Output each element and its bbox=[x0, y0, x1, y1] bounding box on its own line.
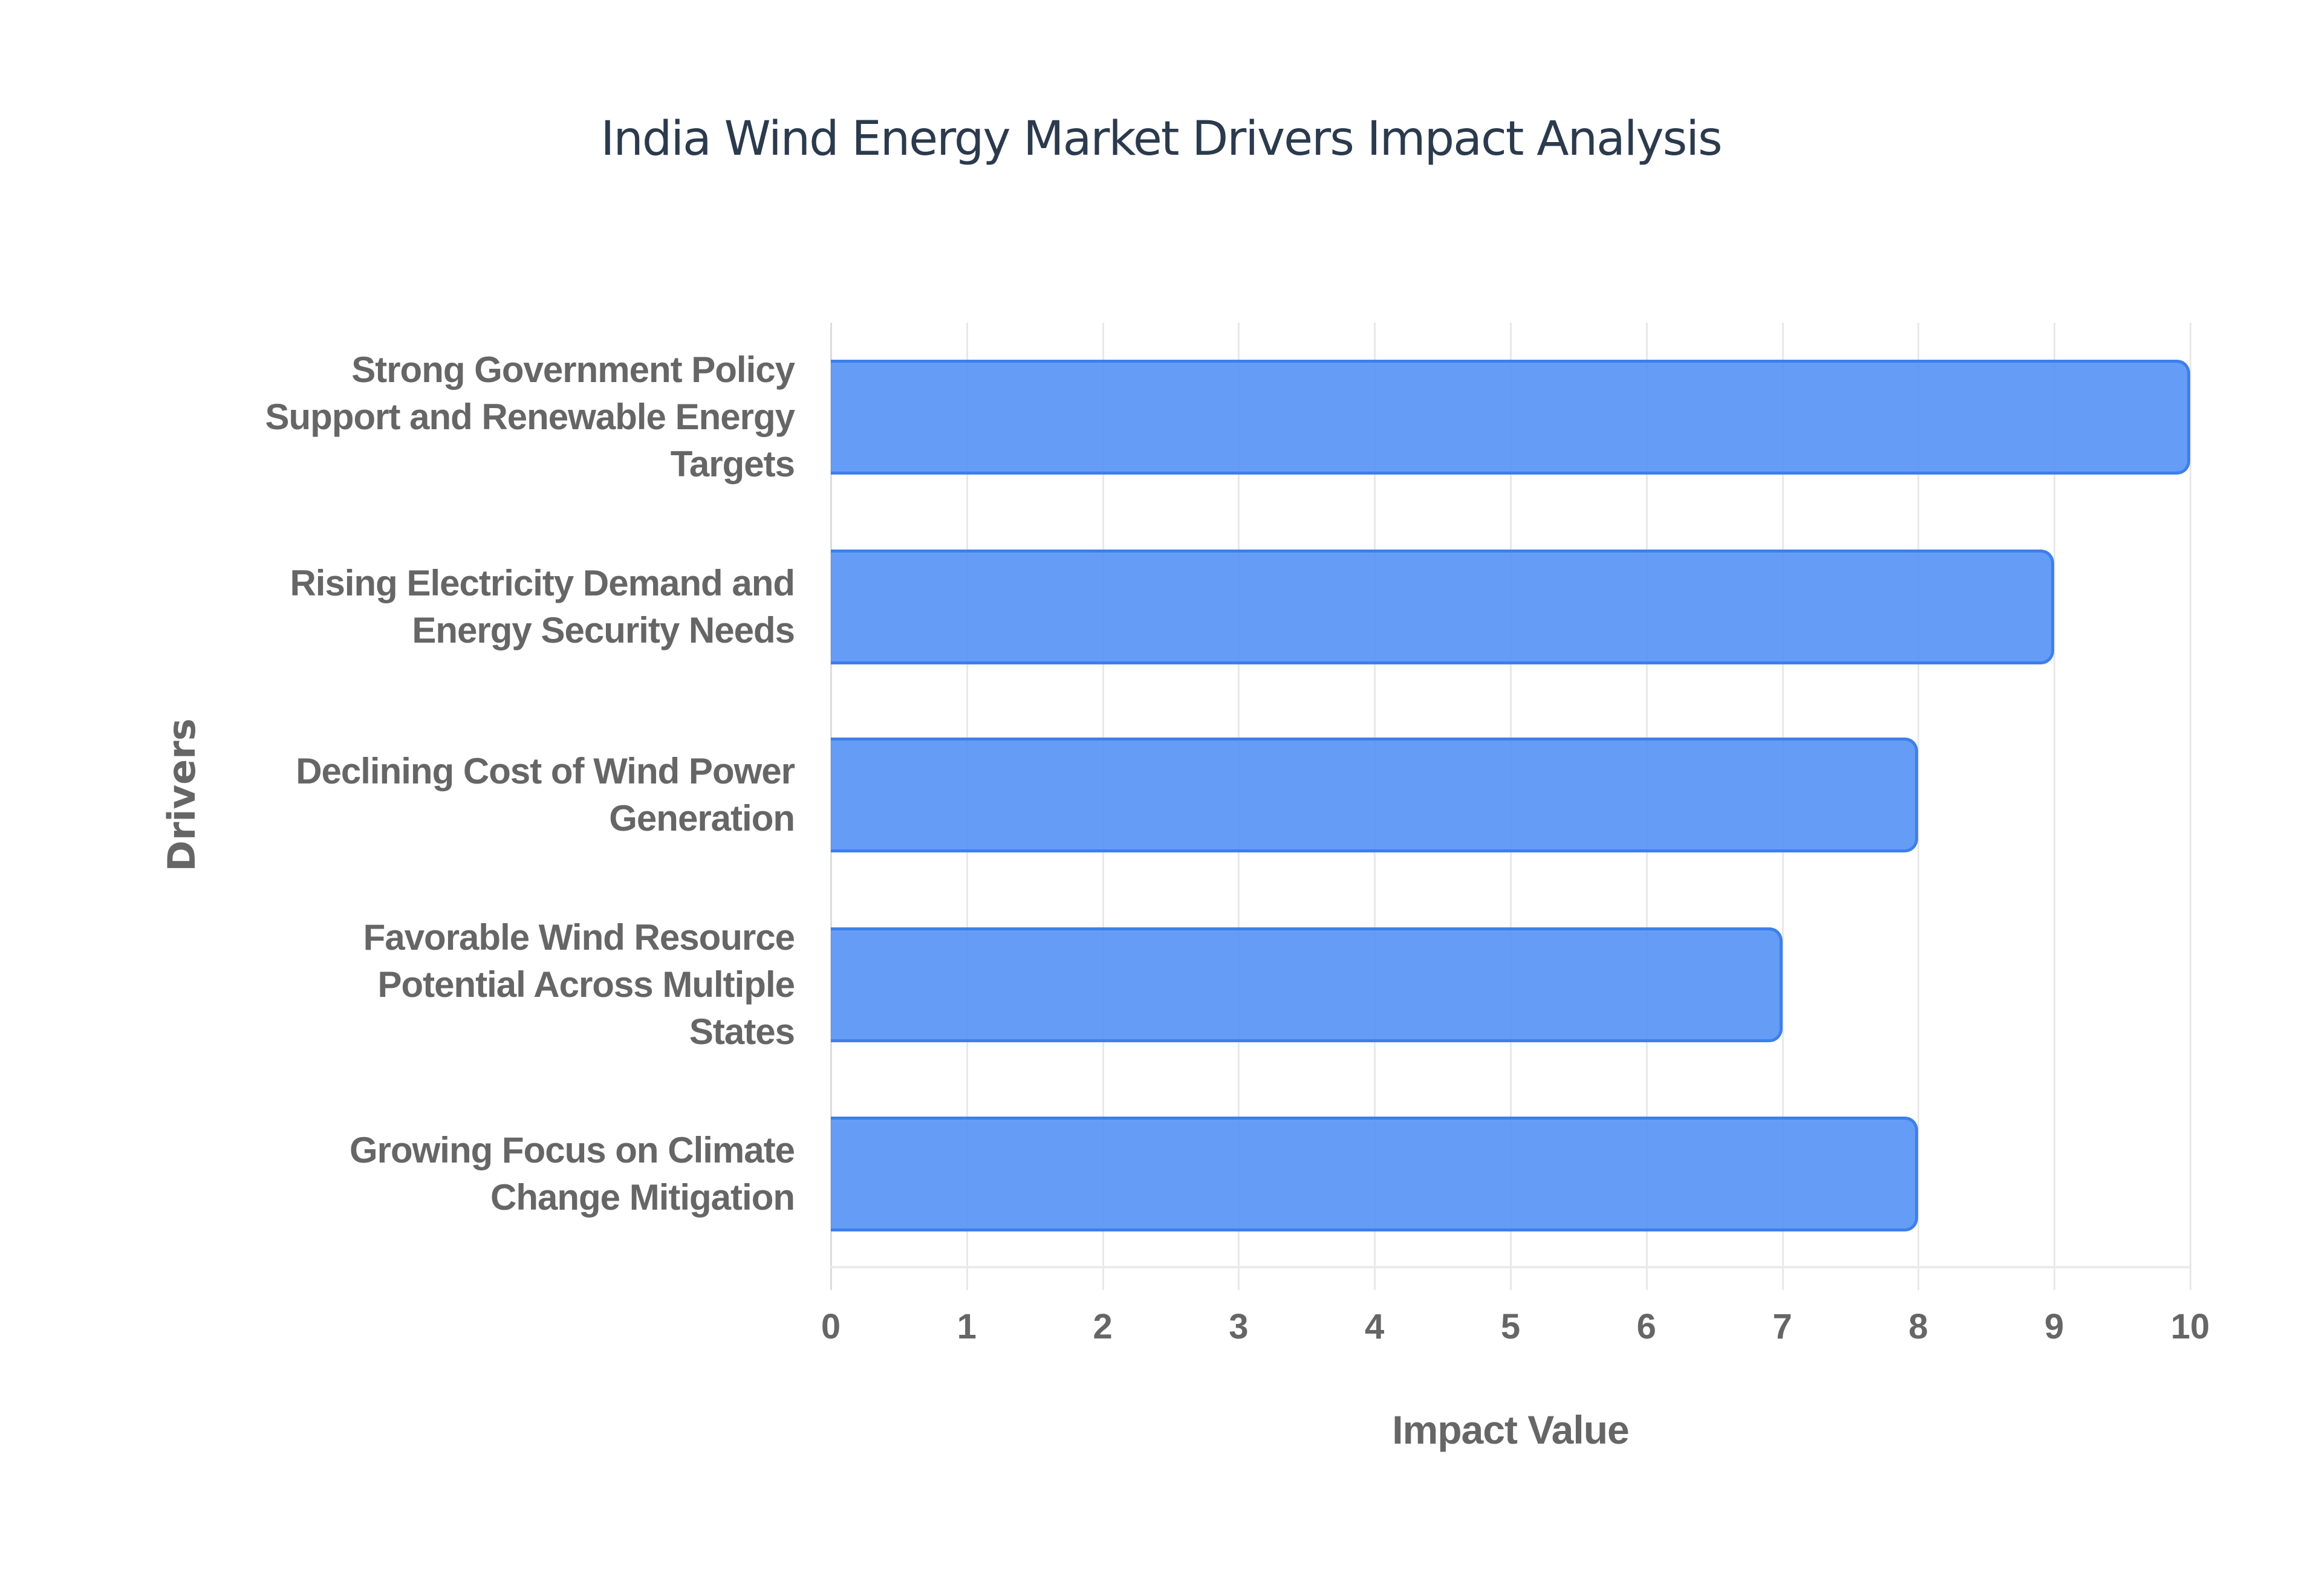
chart-title: India Wind Energy Market Drivers Impact … bbox=[600, 112, 1722, 166]
bar[interactable] bbox=[831, 360, 2190, 475]
x-tick-label: 0 bbox=[821, 1307, 841, 1346]
gridline bbox=[1917, 323, 1920, 1290]
x-tick-label: 3 bbox=[1229, 1307, 1249, 1346]
x-tick-label: 9 bbox=[2044, 1307, 2064, 1346]
x-axis-line bbox=[831, 1266, 2190, 1268]
x-tick-label: 7 bbox=[1772, 1307, 1792, 1346]
y-tick-label: Favorable Wind Resource Potential Across … bbox=[363, 917, 795, 1052]
x-axis-title: Impact Value bbox=[1392, 1407, 1630, 1452]
x-tick-label: 8 bbox=[1908, 1307, 1928, 1346]
plot-area bbox=[830, 323, 2191, 1290]
x-tick-label: 6 bbox=[1636, 1307, 1656, 1346]
bar[interactable] bbox=[831, 1117, 1919, 1231]
x-tick-label: 4 bbox=[1365, 1307, 1385, 1346]
y-tick-label: Strong Government Policy Support and Rene… bbox=[265, 349, 796, 484]
gridline bbox=[2054, 323, 2056, 1290]
y-tick-label: Growing Focus on Climate Change Mitigatio… bbox=[349, 1130, 795, 1218]
x-tick-label: 10 bbox=[2170, 1307, 2210, 1346]
y-tick-label: Declining Cost of Wind Power Generation bbox=[296, 751, 795, 839]
x-tick-label: 2 bbox=[1093, 1307, 1113, 1346]
x-tick-label: 1 bbox=[957, 1307, 977, 1346]
bar[interactable] bbox=[831, 738, 1919, 852]
y-tick-label: Rising Electricity Demand and Energy Secu… bbox=[290, 563, 795, 650]
bar[interactable] bbox=[831, 927, 1783, 1042]
bar[interactable] bbox=[831, 550, 2055, 664]
x-tick-label: 5 bbox=[1500, 1307, 1521, 1346]
gridline bbox=[2190, 323, 2191, 1290]
